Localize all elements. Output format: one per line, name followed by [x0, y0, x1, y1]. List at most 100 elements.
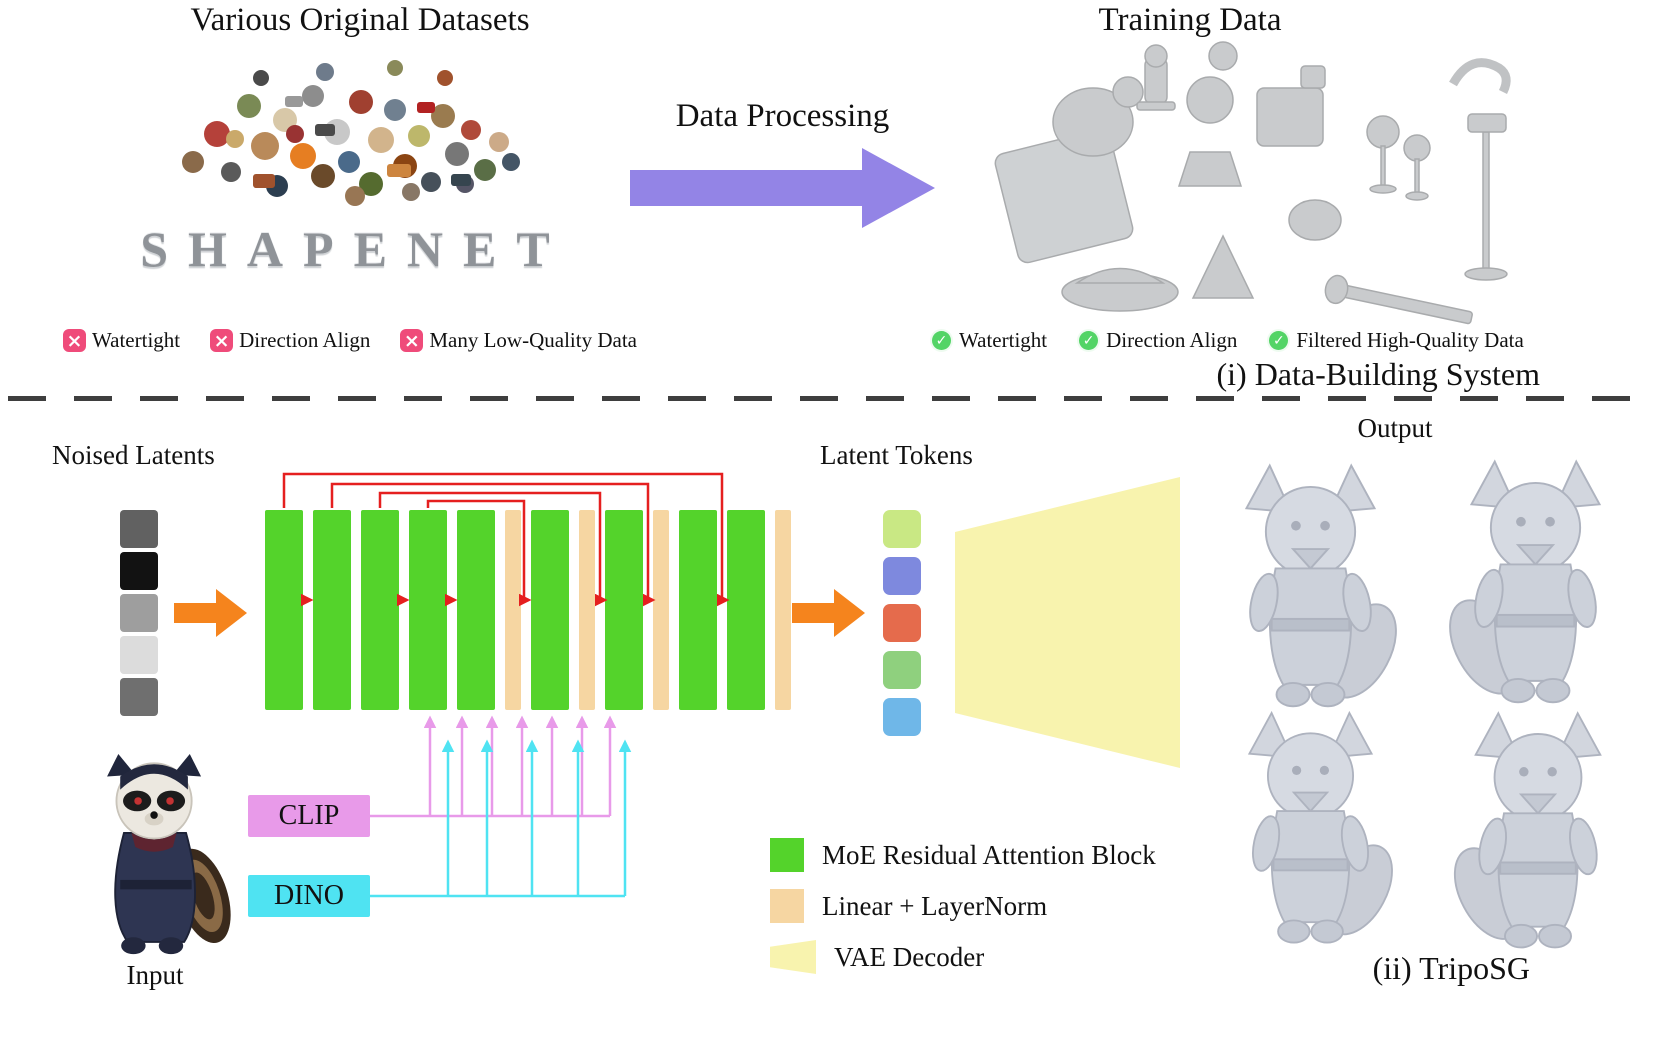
data-processing-label: Data Processing — [675, 98, 890, 134]
wedge-shape — [1191, 234, 1255, 299]
input-character-image — [107, 753, 231, 955]
right-badges-row: ✓ Watertight ✓ Direction Align ✓ Filtered Hig… — [930, 328, 1524, 353]
wine-stem-2-shape — [1414, 158, 1420, 194]
shapenet-logo: SHAPENET — [140, 221, 570, 277]
latent-token-cell — [883, 604, 921, 642]
dataset-object — [311, 164, 335, 188]
badge: ✓ Filtered High-Quality Data — [1267, 328, 1524, 353]
legend-row: MoE Residual Attention Block — [770, 838, 1156, 872]
dataset-object — [349, 90, 373, 114]
legend-row: Linear + LayerNorm — [770, 889, 1156, 923]
dataset-object — [316, 63, 334, 81]
moe-attention-block — [313, 510, 351, 710]
raccoon-ear — [172, 753, 202, 777]
noised-latent-cell — [120, 552, 158, 590]
legend: MoE Residual Attention Block Linear + Lay… — [770, 838, 1156, 991]
stand-top-shape — [1467, 113, 1507, 133]
moe-blocks — [265, 510, 791, 710]
dataset-object — [345, 186, 365, 206]
dataset-object — [437, 70, 453, 86]
dataset-object — [302, 85, 324, 107]
dataset-object — [290, 143, 316, 169]
linear-layernorm-block — [505, 510, 521, 710]
right-title: Training Data — [1098, 2, 1282, 38]
dataset-collage — [182, 60, 520, 206]
bust-body-shape — [1177, 151, 1243, 187]
cross-icon: × — [210, 329, 234, 352]
raccoon-ear — [107, 753, 136, 777]
latent-token-cell — [883, 698, 921, 736]
noised-latent-cell — [120, 636, 158, 674]
noised-latent-cell — [120, 510, 158, 548]
hydrant-base-shape — [1136, 101, 1176, 111]
linear-layernorm-block — [775, 510, 791, 710]
output-render-3 — [1247, 712, 1407, 947]
wine-base-2-shape — [1405, 191, 1429, 201]
badge: ✓ Direction Align — [1077, 328, 1237, 353]
raccoon-head — [115, 762, 193, 840]
robot-body-shape — [1256, 87, 1324, 147]
badge: × Many Low-Quality Data — [400, 328, 637, 353]
clip-box: CLIP — [248, 795, 370, 837]
dataset-object — [387, 60, 403, 76]
latent-tokens-stack — [883, 510, 921, 736]
dino-connections — [370, 739, 632, 898]
dataset-object — [474, 159, 496, 181]
output-render-4 — [1439, 712, 1603, 952]
hook-shape — [1449, 58, 1511, 95]
check-icon: ✓ — [930, 329, 953, 352]
moe-attention-block — [361, 510, 399, 710]
dataset-object — [445, 142, 469, 166]
moe-attention-block — [605, 510, 643, 710]
dataset-object — [502, 153, 520, 171]
badge-label: Direction Align — [239, 328, 371, 352]
orange-arrow — [174, 589, 247, 637]
noised-latent-cell — [120, 678, 158, 716]
dataset-object — [421, 172, 441, 192]
wine-glass-2-shape — [1403, 134, 1431, 162]
robot-head-shape — [1300, 65, 1326, 89]
dataset-object — [221, 162, 241, 182]
latent-tokens-label: Latent Tokens — [820, 440, 973, 470]
dataset-object — [417, 102, 435, 113]
bust-head-shape — [1186, 76, 1234, 124]
decoder-symbol: D — [1031, 566, 1099, 657]
badge-label: Direction Align — [1106, 328, 1238, 352]
noised-latent-cell — [120, 594, 158, 632]
car-roof-shape — [1074, 267, 1166, 284]
linear-layernorm-block — [579, 510, 595, 710]
dataset-object — [253, 70, 269, 86]
dataset-object — [368, 127, 394, 153]
dataset-object — [182, 151, 204, 173]
output-render-2 — [1438, 460, 1602, 707]
legend-swatch-tan — [770, 889, 804, 923]
latent-token-cell — [883, 557, 921, 595]
dashed-divider — [8, 396, 1653, 401]
dataset-object — [315, 124, 335, 136]
badge: × Direction Align — [210, 328, 370, 353]
dataset-object — [402, 183, 420, 201]
gray-ball-shape — [1208, 41, 1238, 71]
dataset-object — [461, 120, 481, 140]
moe-attention-block — [409, 510, 447, 710]
clip-connections — [370, 715, 617, 818]
cross-icon: × — [400, 329, 424, 352]
output-label: Output — [1357, 413, 1433, 443]
dataset-object — [387, 164, 411, 177]
wine-glass-1-shape — [1366, 115, 1400, 149]
badge-label: Watertight — [959, 328, 1048, 352]
dataset-object — [237, 94, 261, 118]
dataset-object — [226, 130, 244, 148]
noised-latents-stack — [120, 510, 158, 716]
badge-label: Filtered High-Quality Data — [1296, 328, 1524, 352]
legend-row: VAE Decoder — [770, 940, 1156, 974]
moe-attention-block — [457, 510, 495, 710]
check-icon: ✓ — [1267, 329, 1291, 352]
wine-base-1-shape — [1369, 184, 1397, 194]
dataset-object — [251, 132, 279, 160]
dataset-object — [384, 99, 406, 121]
dataset-object — [359, 172, 383, 196]
gray-creature-shape — [1052, 87, 1134, 157]
badge: ✓ Watertight — [930, 328, 1047, 353]
